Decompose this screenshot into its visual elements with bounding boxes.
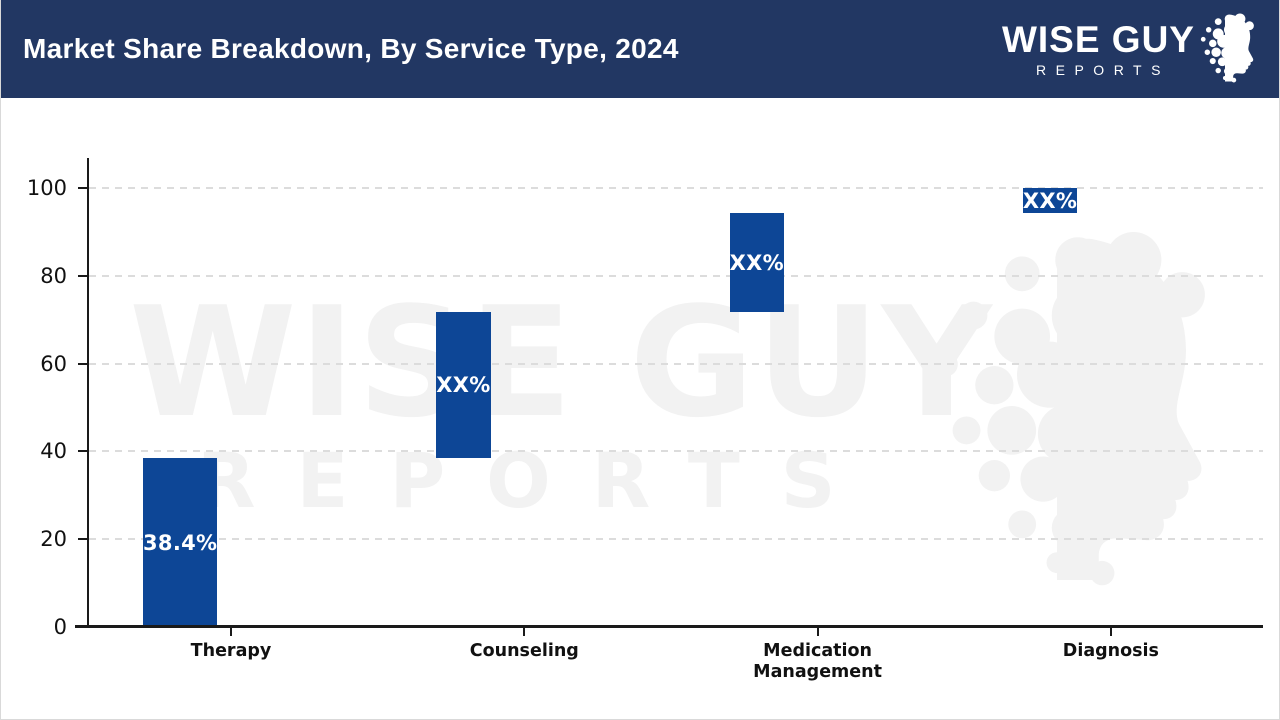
watermark-wordmark: WISE GUY	[129, 274, 994, 451]
y-tick-mark	[78, 626, 87, 628]
y-tick-label: 80	[40, 263, 67, 288]
y-tick-mark	[78, 538, 87, 541]
page-title: Market Share Breakdown, By Service Type,…	[23, 33, 679, 64]
y-tick-label: 20	[40, 527, 67, 552]
x-axis-line	[75, 625, 1263, 628]
bar-value-label: XX%	[729, 250, 784, 275]
x-category-label: Diagnosis	[1062, 641, 1159, 661]
y-tick-mark	[78, 362, 87, 365]
bar-segment: XX%	[729, 213, 784, 312]
y-tick-label: 100	[26, 176, 67, 200]
x-category-label: Therapy	[190, 641, 272, 661]
gridline	[89, 538, 1263, 541]
x-tick-mark	[230, 627, 232, 636]
header-bar: Market Share Breakdown, By Service Type,…	[1, 0, 1279, 98]
dotted-head-icon	[1200, 12, 1254, 82]
y-tick-label: 0	[53, 615, 67, 639]
logo-subtitle: REPORTS	[1036, 61, 1170, 78]
bar-value-label: 38.4%	[143, 530, 218, 555]
logo-text: WISE GUY REPORTS	[1002, 21, 1195, 78]
x-category-label: Medication Management	[753, 641, 882, 682]
y-tick-mark	[78, 187, 87, 189]
bar-segment: 38.4%	[143, 458, 218, 627]
y-tick-mark	[78, 274, 87, 277]
y-axis-line	[87, 158, 89, 627]
wise-guy-reports-logo: WISE GUY REPORTS	[1002, 12, 1259, 87]
bar-segment: XX%	[436, 311, 491, 459]
logo-wordmark: WISE GUY	[1001, 18, 1195, 60]
y-tick-label: 40	[40, 439, 67, 464]
gridline	[89, 450, 1263, 453]
gridline	[89, 274, 1263, 277]
gridline	[89, 362, 1263, 365]
x-tick-mark	[816, 627, 819, 636]
bar-segment: XX%	[1022, 188, 1078, 214]
gridline	[89, 187, 1263, 189]
y-tick-mark	[78, 450, 87, 453]
x-category-label: Counseling	[469, 641, 579, 661]
bar-value-label: XX%	[436, 373, 491, 398]
chart-plot-area: 0 20 40 60 80 100 38.4% Therapy XX% Counseling XX%…	[27, 158, 1263, 682]
bar-value-label: XX%	[1022, 188, 1078, 213]
watermark-subtitle: REPORTS	[197, 436, 877, 525]
x-tick-mark	[1109, 627, 1112, 636]
x-tick-mark	[523, 627, 526, 636]
y-tick-label: 60	[40, 351, 67, 376]
